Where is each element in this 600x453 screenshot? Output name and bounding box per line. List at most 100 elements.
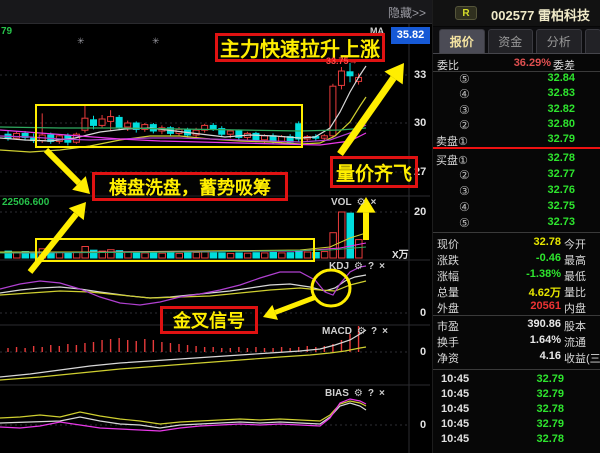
close-icon[interactable]: ×	[378, 388, 385, 399]
bid-row[interactable]: ⑤ 32.73	[433, 216, 600, 231]
close-icon[interactable]: ×	[370, 197, 377, 208]
ask-price: 32.82	[547, 102, 575, 115]
info-right-label: 最低	[564, 271, 586, 283]
ask-row[interactable]: 卖盘① 32.79	[433, 133, 600, 148]
ask-level-label: ④	[459, 87, 470, 102]
ask-row[interactable]: ④ 32.83	[433, 87, 600, 102]
macd-axis-zero: 0	[420, 346, 427, 358]
annotation-wash: 横盘洗盘，蓄势吸筹	[92, 172, 288, 201]
ask-row[interactable]: ③ 32.82	[433, 103, 600, 118]
gear-icon[interactable]: ⚙	[356, 197, 366, 208]
bias-axis-zero: 0	[420, 419, 427, 431]
info-row[interactable]: 换手 1.64% 流通	[433, 334, 600, 349]
gear-icon[interactable]: ⚙	[354, 261, 363, 272]
bid-row[interactable]: 买盘① 32.78	[433, 152, 600, 167]
tab-funds[interactable]: 资金	[487, 29, 533, 53]
kdj-pane-header: KDJ ⚙ ? ×	[329, 261, 385, 272]
info-label: 总量	[437, 287, 459, 299]
annotation-volprice: 量价齐飞	[330, 156, 418, 188]
tick-row[interactable]: 10:45 32.78	[433, 433, 600, 448]
annotation-goldcross: 金叉信号	[160, 306, 258, 334]
tick-row[interactable]: 10:45 32.78	[433, 403, 600, 418]
bid-row[interactable]: ③ 32.76	[433, 184, 600, 199]
volume-highlight-box	[35, 238, 315, 262]
tick-time: 10:45	[441, 433, 470, 445]
info-row[interactable]: 外盘 20561 内盘	[433, 300, 600, 315]
info-value: 390.86	[527, 318, 561, 330]
ask-price: 32.79	[547, 133, 575, 146]
price-axis-30: 30	[414, 117, 427, 129]
help-icon[interactable]: ?	[367, 388, 374, 399]
info-label: 外盘	[437, 303, 459, 315]
info-label: 净资	[437, 353, 459, 365]
info-value: 4.16	[539, 350, 561, 362]
tick-row[interactable]: 10:45 32.79	[433, 418, 600, 433]
info-label: 换手	[437, 337, 459, 349]
info-row[interactable]: 市盈 390.86 股本	[433, 318, 600, 333]
price-axis-badge: 35.82	[391, 27, 430, 44]
info-row[interactable]: 涨幅 -1.38% 最低	[433, 268, 600, 283]
info-value: -1.38%	[526, 268, 561, 280]
divider	[433, 315, 600, 316]
consolidation-highlight-box	[35, 104, 303, 148]
ask-price: 32.80	[547, 117, 575, 130]
candlestick-chart[interactable]	[0, 0, 432, 453]
weibi-label: 委比	[437, 60, 459, 72]
help-icon[interactable]: ?	[370, 326, 378, 337]
bid-price: 32.75	[547, 199, 575, 212]
ask-price: 32.83	[547, 87, 575, 100]
close-icon[interactable]: ×	[379, 261, 385, 272]
info-value: 4.62万	[528, 287, 561, 299]
bias-pane-header: BIAS ⚙ ? ×	[325, 388, 385, 399]
volume-axis-20: 20	[414, 206, 427, 218]
bid-level-label: 买盘①	[436, 155, 468, 167]
close-icon[interactable]: ×	[382, 326, 388, 337]
tick-price: 32.79	[536, 373, 564, 385]
tab-more[interactable]	[584, 29, 600, 53]
tick-row[interactable]: 10:45 32.79	[433, 388, 600, 403]
divider	[433, 232, 600, 233]
info-value: 32.78	[533, 236, 561, 248]
bid-price: 32.73	[547, 215, 575, 228]
info-value: 20561	[530, 300, 561, 312]
weibi-row: 委比 36.29% 委差	[433, 57, 600, 72]
ask-row[interactable]: ⑤ 32.84	[433, 72, 600, 87]
macd-pane-header: MACD ⚙ ? ×	[322, 326, 388, 337]
tick-price: 32.78	[536, 403, 564, 415]
ma-indicator-label: MA	[370, 26, 384, 36]
ask-level-label: 卖盘①	[436, 136, 468, 149]
tick-price: 32.79	[536, 388, 564, 400]
stock-code-name: 002577 雷柏科技	[491, 8, 590, 23]
bid-level-label: ④	[459, 199, 470, 214]
vol-pane-header: VOL ⚙ ×	[331, 197, 376, 208]
info-right-label: 今开	[564, 239, 586, 251]
info-row[interactable]: 涨跌 -0.46 最高	[433, 252, 600, 267]
info-row[interactable]: 现价 32.78 今开	[433, 236, 600, 251]
ask-row[interactable]: ② 32.80	[433, 118, 600, 133]
tick-time: 10:45	[441, 388, 470, 400]
gear-icon[interactable]: ⚙	[357, 326, 366, 337]
bid-level-label: ②	[459, 167, 470, 182]
help-icon[interactable]: ?	[367, 261, 375, 272]
info-value: -0.46	[535, 252, 561, 264]
gear-icon[interactable]: ⚙	[353, 388, 363, 399]
info-label: 现价	[437, 239, 459, 251]
ask-level-label: ③	[459, 102, 470, 117]
info-right-label: 量比	[564, 287, 586, 299]
bid-price: 32.77	[547, 167, 575, 180]
bid-row[interactable]: ② 32.77	[433, 168, 600, 183]
margin-r-badge: R	[455, 6, 477, 20]
tab-analysis[interactable]: 分析	[536, 29, 582, 53]
tab-quote[interactable]: 报价	[439, 29, 485, 53]
info-row[interactable]: 总量 4.62万 量比	[433, 284, 600, 299]
tick-row[interactable]: 10:45 32.79	[433, 373, 600, 388]
weibi-value: 36.29%	[513, 57, 551, 69]
info-label: 涨幅	[437, 271, 459, 283]
hide-panel-button[interactable]: 隐藏>>	[387, 6, 426, 20]
info-right-label: 最高	[564, 255, 586, 267]
bid-row[interactable]: ④ 32.75	[433, 200, 600, 215]
price-callout: 33.75→	[326, 56, 358, 66]
volume-indicator-value: 22506.600	[2, 197, 50, 208]
